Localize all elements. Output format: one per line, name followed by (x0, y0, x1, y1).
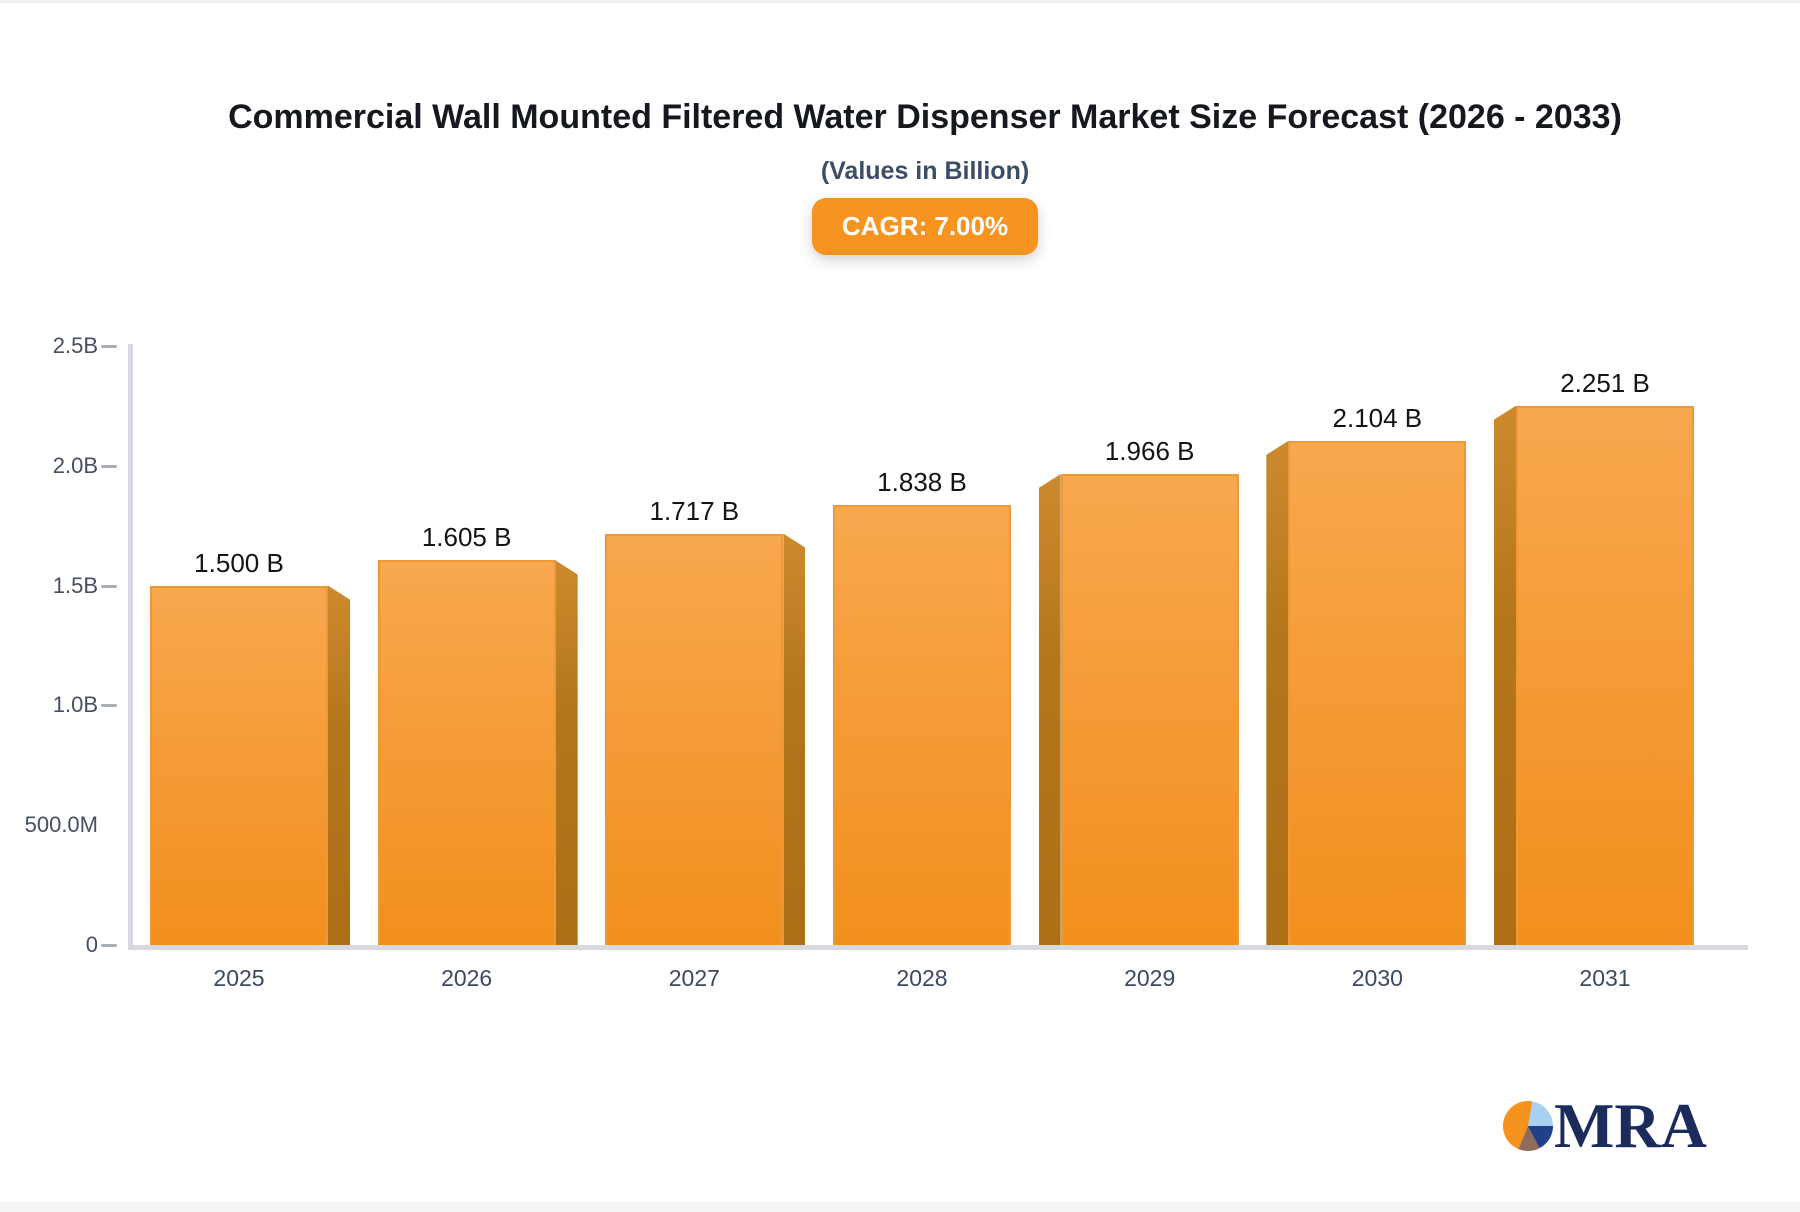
y-axis-label: 1.5B (52, 572, 98, 598)
y-axis-line (128, 344, 133, 950)
y-axis-tick (101, 704, 117, 708)
bar-value-label: 1.500 B (194, 547, 284, 578)
logo-text: MRA (1554, 1090, 1707, 1161)
bar-3d-side (1038, 473, 1061, 945)
bar (150, 585, 328, 945)
x-axis-label: 2029 (1124, 965, 1176, 991)
x-axis-label: 2028 (896, 965, 948, 991)
y-axis-label: 2.0B (52, 452, 98, 478)
bar-3d-side (783, 533, 806, 945)
bar-3d-side (1494, 405, 1517, 945)
x-axis-label: 2031 (1579, 965, 1631, 991)
bar-3d-side (555, 560, 578, 945)
bar-value-label: 1.966 B (1104, 435, 1195, 466)
y-axis-label: 2.5B (52, 333, 98, 358)
x-axis-label: 2025 (213, 965, 265, 991)
chart-header: Commercial Wall Mounted Filtered Water D… (50, 3, 1800, 255)
y-axis-tick (101, 345, 117, 348)
x-axis-label: 2026 (441, 965, 493, 991)
bar-3d-side (1266, 440, 1289, 945)
bar (833, 504, 1011, 945)
bar-value-label: 2.251 B (1560, 367, 1650, 398)
bar-value-label: 1.605 B (421, 522, 512, 553)
pie-chart-logo-icon (1503, 1101, 1553, 1151)
bar-value-label: 1.838 B (877, 466, 967, 497)
y-axis-label: 0 (85, 932, 98, 957)
bar (1060, 473, 1239, 945)
y-axis-tick (101, 464, 117, 468)
cagr-badge: CAGR: 7.00% (811, 198, 1039, 255)
brand-logo: MRA (1503, 1090, 1707, 1161)
x-axis-label: 2030 (1351, 965, 1403, 991)
bar (1288, 440, 1467, 945)
y-axis-label: 1.0B (52, 692, 98, 718)
y-axis-tick (101, 584, 117, 588)
chart-title: Commercial Wall Mounted Filtered Water D… (228, 98, 1622, 136)
bar-value-label: 1.717 B (649, 495, 740, 526)
y-axis-label: 500.0M (24, 812, 98, 838)
bar-value-label: 2.104 B (1332, 402, 1423, 433)
x-axis-label: 2027 (668, 965, 720, 991)
x-axis-line (128, 945, 1748, 950)
bottom-strip (0, 1202, 1800, 1212)
bar (605, 533, 784, 945)
y-axis-tick (101, 944, 117, 947)
bar (377, 560, 556, 945)
chart-subtitle: (Values in Billion) (820, 157, 1030, 185)
bar-chart-plot: 2.5B 2.0B 1.5B 1.0B 500.0M 0 1.500 B 2025 1.605 … (0, 3, 1800, 1212)
bar (1516, 405, 1695, 945)
bar-3d-side (328, 585, 350, 945)
